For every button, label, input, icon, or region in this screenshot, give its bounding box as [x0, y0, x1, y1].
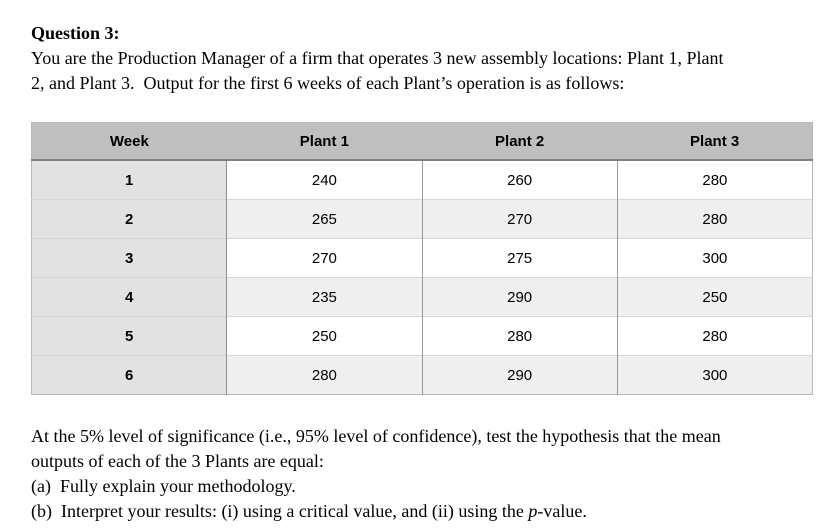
- week-cell: 4: [31, 277, 228, 317]
- item-b-pvalue-italic: p: [528, 501, 538, 521]
- value-cell: 240: [226, 159, 422, 200]
- table-header-row: Week Plant 1 Plant 2 Plant 3: [31, 122, 813, 161]
- table-row: 4 235 290 250: [31, 277, 813, 317]
- week-cell: 3: [31, 238, 228, 278]
- week-cell: 2: [31, 199, 228, 239]
- question-heading: Question 3:: [31, 23, 120, 43]
- table-row: 1 240 260 280: [31, 159, 813, 200]
- item-b-text: (b) Interpret your results: (i) using a …: [31, 501, 529, 521]
- value-cell: 280: [616, 159, 813, 200]
- value-cell: 250: [616, 277, 813, 317]
- question-intro: You are the Production Manager of a firm…: [31, 48, 724, 93]
- value-cell: 250: [226, 316, 422, 356]
- table-row: 6 280 290 300: [31, 355, 813, 395]
- value-cell: 280: [616, 199, 813, 239]
- value-cell: 235: [226, 277, 422, 317]
- value-cell: 300: [616, 238, 813, 278]
- value-cell: 280: [421, 316, 618, 356]
- value-cell: 270: [421, 199, 618, 239]
- value-cell: 280: [226, 355, 422, 395]
- value-cell: 275: [421, 238, 618, 278]
- column-header-week: Week: [31, 122, 227, 161]
- item-b-suffix: -value.: [537, 501, 587, 521]
- column-header-plant3: Plant 3: [617, 122, 813, 161]
- column-header-plant2: Plant 2: [422, 122, 618, 161]
- table-row: 3 270 275 300: [31, 238, 813, 278]
- column-header-plant1: Plant 1: [226, 122, 422, 161]
- week-cell: 6: [31, 355, 228, 395]
- value-cell: 280: [616, 316, 813, 356]
- value-cell: 270: [226, 238, 422, 278]
- week-cell: 5: [31, 316, 228, 356]
- table-row: 2 265 270 280: [31, 199, 813, 239]
- value-cell: 290: [421, 277, 618, 317]
- value-cell: 290: [421, 355, 618, 395]
- week-cell: 1: [31, 159, 228, 200]
- closing-paragraph: At the 5% level of significance (i.e., 9…: [31, 426, 721, 471]
- item-a: (a) Fully explain your methodology.: [31, 476, 296, 496]
- value-cell: 260: [421, 159, 618, 200]
- output-table: Week Plant 1 Plant 2 Plant 3 1 240 260 2…: [31, 122, 813, 395]
- value-cell: 265: [226, 199, 422, 239]
- table-row: 5 250 280 280: [31, 316, 813, 356]
- item-b: (b) Interpret your results: (i) using a …: [31, 499, 811, 524]
- value-cell: 300: [616, 355, 813, 395]
